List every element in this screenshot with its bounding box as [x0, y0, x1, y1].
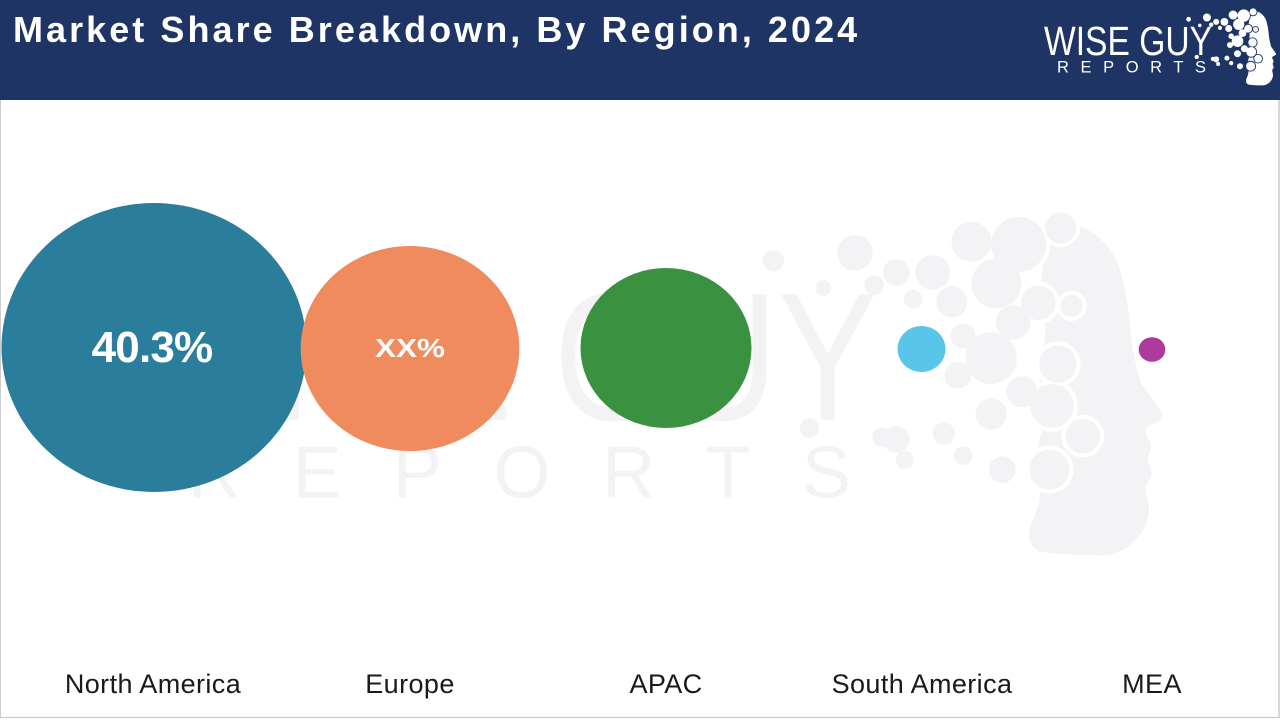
svg-text:North America: North America — [65, 669, 242, 699]
svg-text:APAC: APAC — [629, 669, 702, 699]
svg-text:Market Share Breakdown, By Reg: Market Share Breakdown, By Region, 2024 — [13, 9, 860, 50]
svg-text:40.3%: 40.3% — [92, 323, 213, 372]
svg-text:Europe: Europe — [365, 669, 454, 699]
svg-text:MEA: MEA — [1122, 669, 1182, 699]
svg-text:South America: South America — [832, 669, 1013, 699]
svg-text:XX%: XX% — [375, 333, 445, 363]
